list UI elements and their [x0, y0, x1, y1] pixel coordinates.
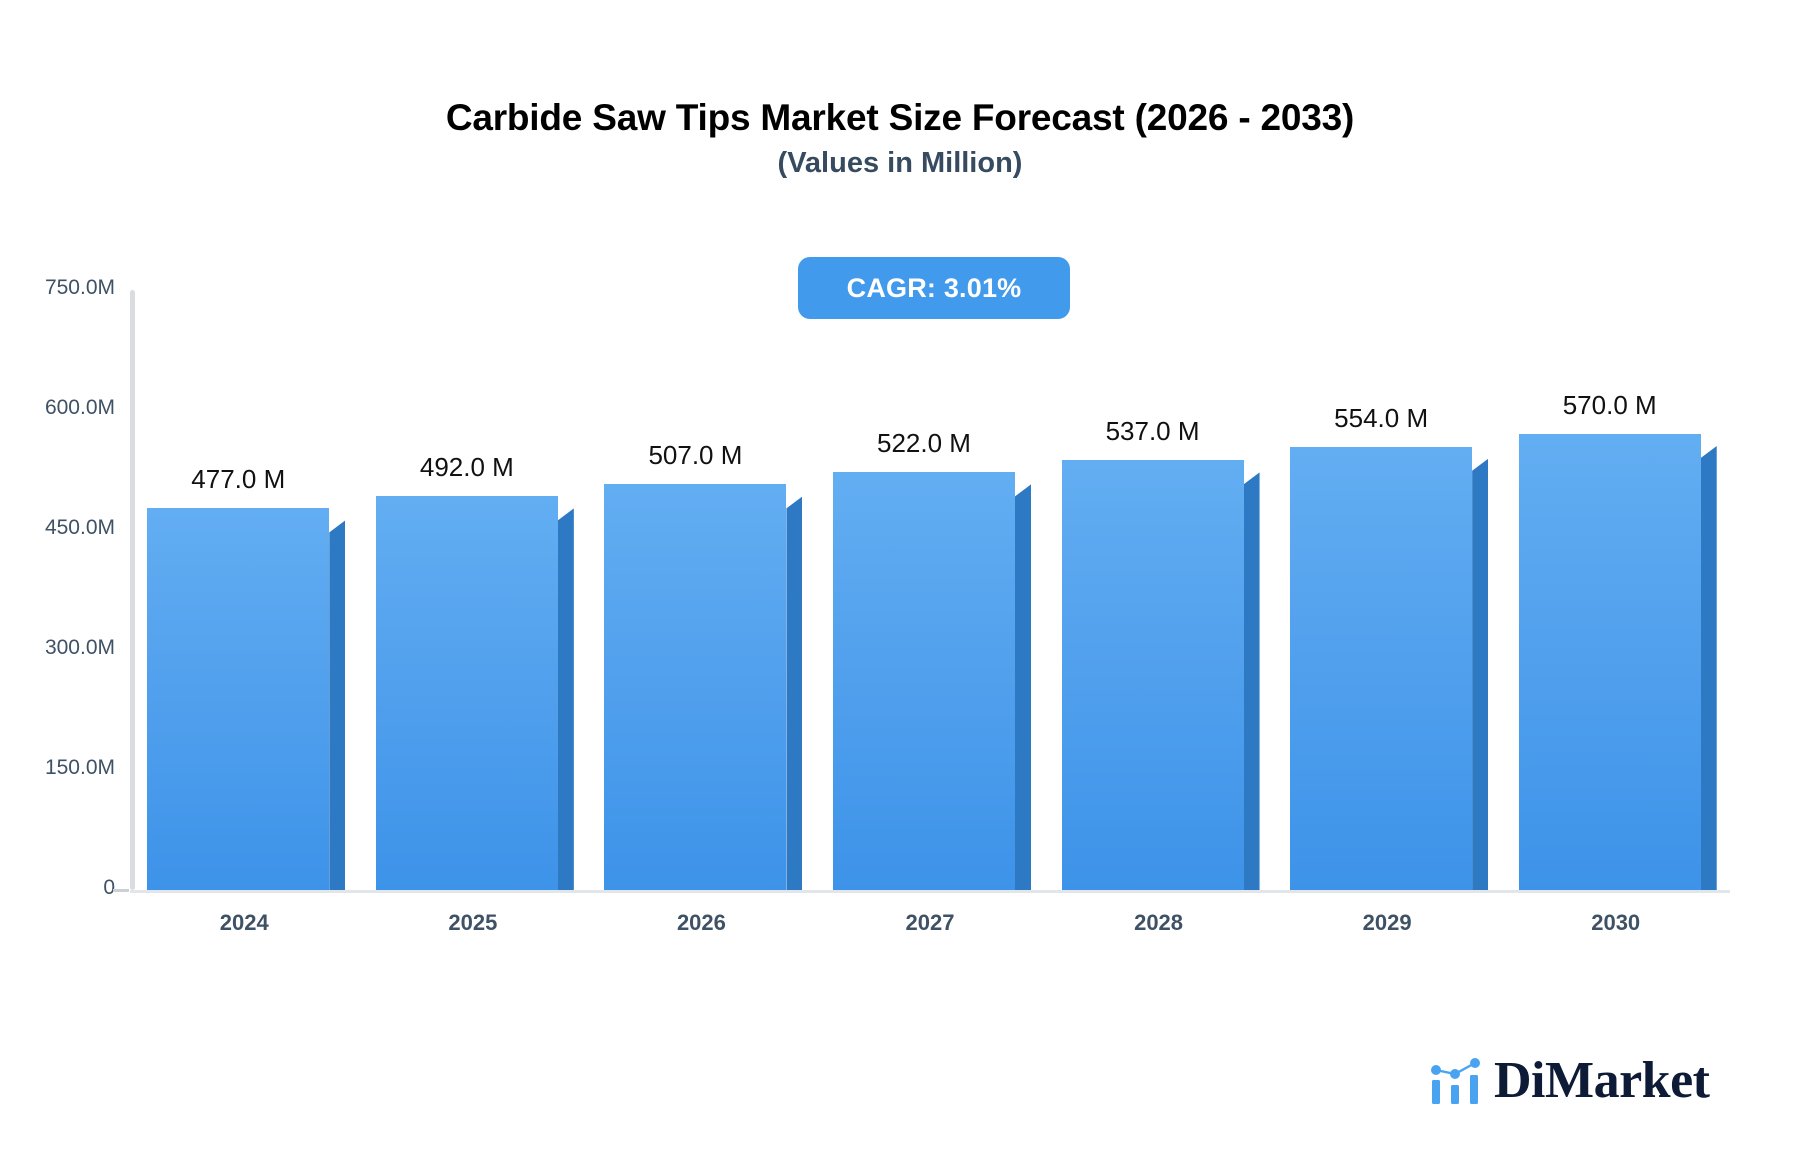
x-axis-tick-label: 2027: [905, 910, 955, 935]
x-axis-tick-label: 2026: [676, 910, 726, 935]
bar-value-label: 570.0 M: [1562, 390, 1657, 420]
bar-side-face: [786, 496, 803, 890]
bar-front-face: [833, 472, 1015, 890]
bar-side-face: [1243, 472, 1260, 890]
x-axis-tick-label: 2030: [1591, 910, 1641, 935]
y-axis-tick-label: 0: [103, 876, 115, 899]
y-axis-tick-label: 450.0M: [44, 516, 115, 539]
bar-front-face: [604, 484, 787, 890]
dimarket-logo: DiMarket: [1430, 1052, 1710, 1109]
bar: [375, 496, 574, 890]
bar: [833, 472, 1031, 890]
y-axis-tick-label: 600.0M: [44, 396, 115, 419]
cagr-badge: CAGR: 3.01%: [798, 257, 1070, 319]
bar: [1290, 446, 1489, 890]
bar-side-face: [557, 508, 574, 890]
bar-side-face: [1700, 446, 1717, 890]
x-axis-line: [130, 890, 1730, 893]
y-axis-tick-label: 300.0M: [44, 636, 115, 659]
bar-value-label: 477.0 M: [191, 464, 286, 495]
bar-value-label: 492.0 M: [419, 452, 514, 483]
logo-text: DiMarket: [1494, 1052, 1710, 1109]
bar-value-label: 522.0 M: [877, 428, 971, 459]
bar-value-label: 554.0 M: [1334, 402, 1429, 433]
bar-side-face: [1472, 458, 1489, 890]
bar-front-face: [147, 508, 330, 890]
x-axis-tick-label: 2025: [448, 910, 498, 935]
bar-value-label: 507.0 M: [648, 440, 743, 471]
chart-subtitle: (Values in Million): [777, 147, 1023, 179]
bar-front-face: [1290, 446, 1473, 890]
y-axis-tick-mark: [113, 889, 129, 892]
bar-front-face: [1518, 434, 1701, 890]
bar: [147, 508, 346, 890]
bar: [604, 484, 803, 890]
y-axis-line: [130, 290, 135, 890]
cagr-badge-label: CAGR: 3.01%: [846, 272, 1022, 303]
x-axis-tick-label: 2028: [1134, 910, 1184, 935]
bar-side-face: [1015, 484, 1031, 890]
y-axis-tick-label: 750.0M: [44, 276, 115, 299]
x-axis-tick-label: 2029: [1362, 910, 1412, 935]
bar: [1518, 434, 1717, 890]
x-axis-tick-label: 2024: [219, 910, 269, 935]
bar-front-face: [375, 496, 558, 890]
bar-chart-logo-icon: [1431, 1058, 1480, 1104]
bar: [1061, 460, 1260, 890]
y-axis-tick-label: 150.0M: [44, 756, 115, 779]
bar-value-label: 537.0 M: [1105, 416, 1200, 447]
bar-side-face: [329, 520, 346, 890]
chart-title: Carbide Saw Tips Market Size Forecast (2…: [445, 97, 1355, 138]
bar-front-face: [1061, 460, 1244, 890]
